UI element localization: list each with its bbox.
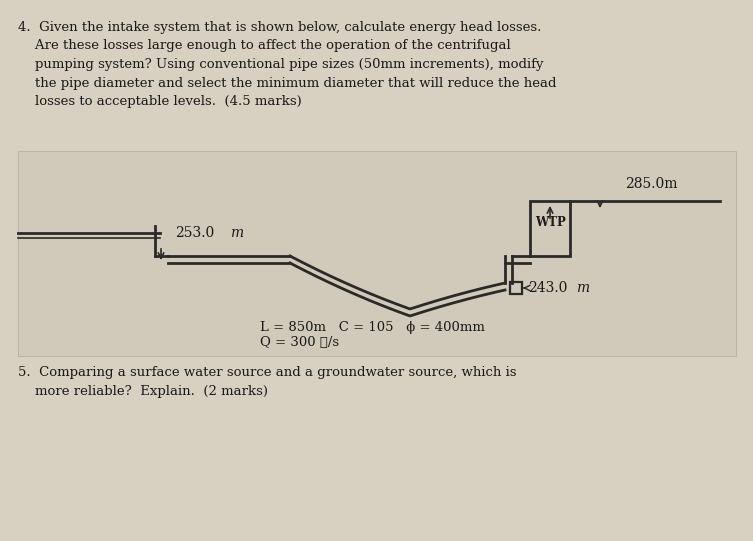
FancyBboxPatch shape <box>18 151 736 356</box>
Text: 243.0: 243.0 <box>528 281 567 295</box>
Text: 285.0m: 285.0m <box>625 177 678 191</box>
Text: L = 850m   C = 105   ϕ = 400mm: L = 850m C = 105 ϕ = 400mm <box>260 321 485 334</box>
Text: Q = 300 ℓ/s: Q = 300 ℓ/s <box>260 336 339 349</box>
Text: 253.0: 253.0 <box>175 226 215 240</box>
Text: 4.  Given the intake system that is shown below, calculate energy head losses.
 : 4. Given the intake system that is shown… <box>18 21 556 108</box>
Text: m: m <box>576 281 589 295</box>
Bar <box>530 201 570 256</box>
Bar <box>510 282 522 294</box>
Text: 5.  Comparing a surface water source and a groundwater source, which is
    more: 5. Comparing a surface water source and … <box>18 366 517 398</box>
Text: WTP: WTP <box>535 216 566 229</box>
Text: m: m <box>230 226 243 240</box>
